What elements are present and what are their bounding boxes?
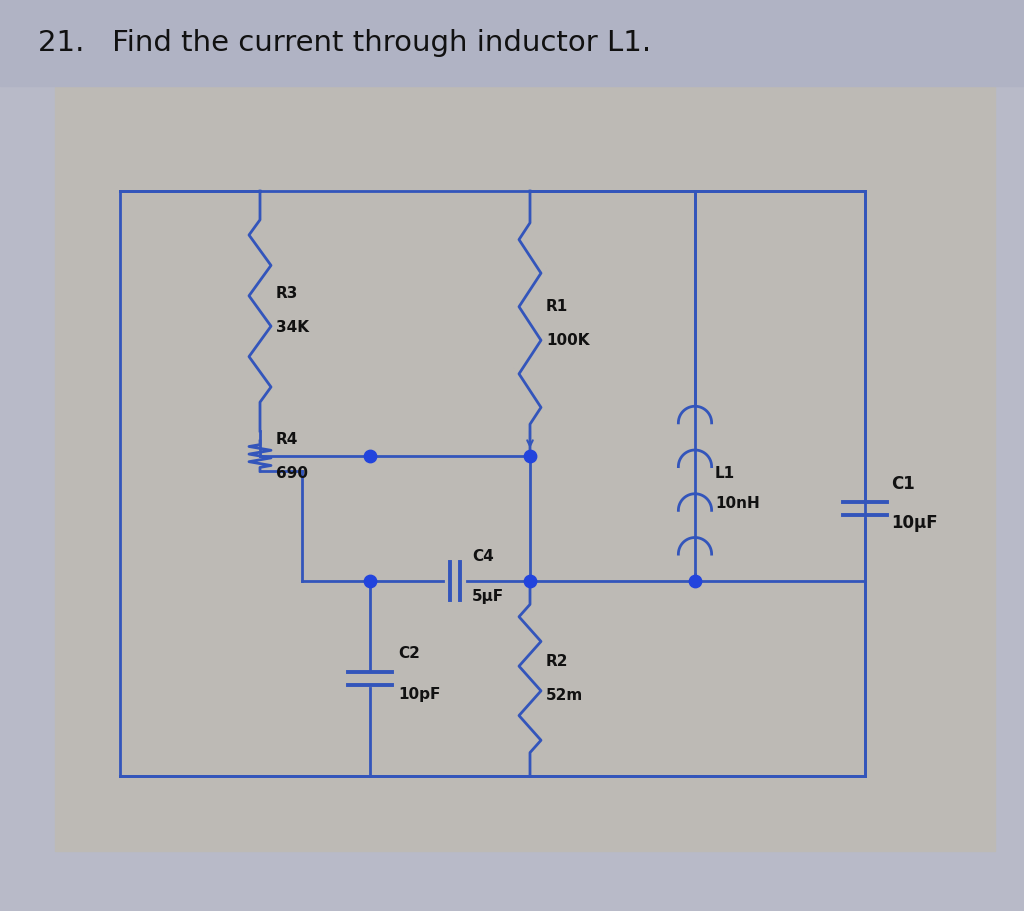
Text: C2: C2 bbox=[398, 647, 420, 661]
Point bbox=[522, 449, 539, 464]
Text: C4: C4 bbox=[472, 549, 494, 564]
Bar bbox=[0, 0, 1024, 86]
Text: 100K: 100K bbox=[546, 333, 590, 348]
Point bbox=[361, 449, 378, 464]
Point bbox=[687, 574, 703, 589]
Point bbox=[361, 574, 378, 589]
Text: 5μF: 5μF bbox=[472, 589, 504, 604]
Text: 21.   Find the current through inductor L1.: 21. Find the current through inductor L1… bbox=[38, 29, 651, 57]
Text: R2: R2 bbox=[546, 654, 568, 669]
Text: 10nH: 10nH bbox=[715, 496, 760, 511]
Text: L1: L1 bbox=[715, 466, 735, 481]
Point bbox=[522, 574, 539, 589]
Text: R3: R3 bbox=[276, 286, 298, 302]
Text: 10μF: 10μF bbox=[891, 515, 938, 533]
Bar bbox=[55, 61, 995, 851]
Text: 10pF: 10pF bbox=[398, 687, 440, 701]
Text: 34K: 34K bbox=[276, 321, 309, 335]
Text: C1: C1 bbox=[891, 475, 914, 493]
Text: R4: R4 bbox=[276, 432, 298, 446]
Text: 52m: 52m bbox=[546, 688, 584, 703]
Text: 690: 690 bbox=[276, 466, 308, 480]
Text: R1: R1 bbox=[546, 299, 568, 314]
